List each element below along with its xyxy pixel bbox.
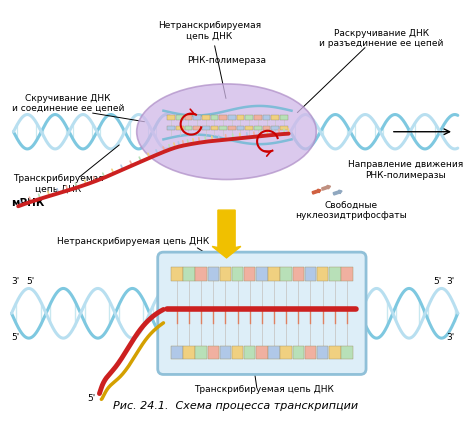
Bar <box>254 115 262 120</box>
Bar <box>305 346 316 359</box>
Bar <box>202 115 210 120</box>
Text: 5': 5' <box>433 277 441 286</box>
Bar <box>256 346 268 359</box>
FancyArrow shape <box>212 210 241 258</box>
Text: Направление движения
РНК-полимеразы: Направление движения РНК-полимеразы <box>347 160 463 180</box>
Bar <box>317 346 328 359</box>
Text: мРНК: мРНК <box>11 198 45 208</box>
Bar <box>263 126 270 130</box>
Text: 5': 5' <box>26 277 34 286</box>
Text: 5': 5' <box>88 394 96 403</box>
Bar <box>208 268 219 281</box>
Bar <box>228 115 236 120</box>
Bar <box>193 115 201 120</box>
Text: Нетранскрибируемая
цепь ДНК: Нетранскрибируемая цепь ДНК <box>158 21 261 98</box>
Bar <box>232 268 243 281</box>
Bar <box>185 126 192 130</box>
Bar <box>195 268 207 281</box>
Bar <box>183 268 195 281</box>
Bar <box>341 268 353 281</box>
Bar <box>171 268 182 281</box>
Bar <box>237 126 244 130</box>
Bar <box>272 115 279 120</box>
FancyBboxPatch shape <box>158 252 366 374</box>
Bar <box>220 268 231 281</box>
Bar <box>263 115 270 120</box>
Text: 3': 3' <box>447 333 455 342</box>
Text: Транскрибируемая цепь ДНК: Транскрибируемая цепь ДНК <box>194 385 334 393</box>
Bar <box>280 126 288 130</box>
Ellipse shape <box>137 84 316 179</box>
Bar <box>176 126 183 130</box>
Bar <box>272 126 279 130</box>
Bar <box>232 346 243 359</box>
Bar <box>210 115 219 120</box>
Bar <box>292 268 304 281</box>
Bar <box>167 115 175 120</box>
Bar <box>176 115 183 120</box>
Bar <box>219 115 227 120</box>
Bar <box>256 268 268 281</box>
Bar <box>280 115 288 120</box>
Bar <box>317 268 328 281</box>
Bar <box>281 268 292 281</box>
Bar <box>246 126 253 130</box>
Text: Транскрибируемая
цепь ДНК: Транскрибируемая цепь ДНК <box>13 174 104 193</box>
Text: Свободные
нуклеозидтрифосфаты: Свободные нуклеозидтрифосфаты <box>295 201 407 220</box>
Bar <box>244 346 255 359</box>
Text: 3': 3' <box>358 311 367 321</box>
Bar <box>244 268 255 281</box>
Bar <box>246 115 253 120</box>
Text: 5': 5' <box>11 333 20 342</box>
Bar <box>341 346 353 359</box>
Text: РНК-полимераза: РНК-полимераза <box>187 56 266 65</box>
Bar <box>219 126 227 130</box>
Text: Рис. 24.1.  Схема процесса транскрипции: Рис. 24.1. Схема процесса транскрипции <box>112 401 358 411</box>
Bar <box>329 268 340 281</box>
Bar <box>208 346 219 359</box>
Bar <box>202 126 210 130</box>
Bar <box>185 115 192 120</box>
Bar <box>193 126 201 130</box>
Bar <box>171 346 182 359</box>
Bar <box>237 115 244 120</box>
Text: 3': 3' <box>447 277 455 286</box>
Text: 3': 3' <box>11 277 20 286</box>
FancyArrow shape <box>312 189 321 194</box>
Text: мРНК: мРНК <box>249 280 284 290</box>
Bar <box>210 126 219 130</box>
Bar <box>292 346 304 359</box>
FancyArrow shape <box>333 190 342 195</box>
Bar <box>329 346 340 359</box>
Bar <box>268 346 280 359</box>
Bar <box>254 126 262 130</box>
Bar <box>220 346 231 359</box>
Text: Раскручивание ДНК
и разъединение ее цепей: Раскручивание ДНК и разъединение ее цепе… <box>319 28 444 48</box>
Bar <box>167 126 175 130</box>
Bar <box>195 346 207 359</box>
Text: Нетранскрибируемая цепь ДНК: Нетранскрибируемая цепь ДНК <box>57 237 209 246</box>
Bar <box>305 268 316 281</box>
Bar <box>268 268 280 281</box>
Text: Скручивание ДНК
и соединение ее цепей: Скручивание ДНК и соединение ее цепей <box>12 94 124 113</box>
Bar <box>228 126 236 130</box>
Bar <box>183 346 195 359</box>
Bar <box>281 346 292 359</box>
FancyArrow shape <box>322 185 330 190</box>
